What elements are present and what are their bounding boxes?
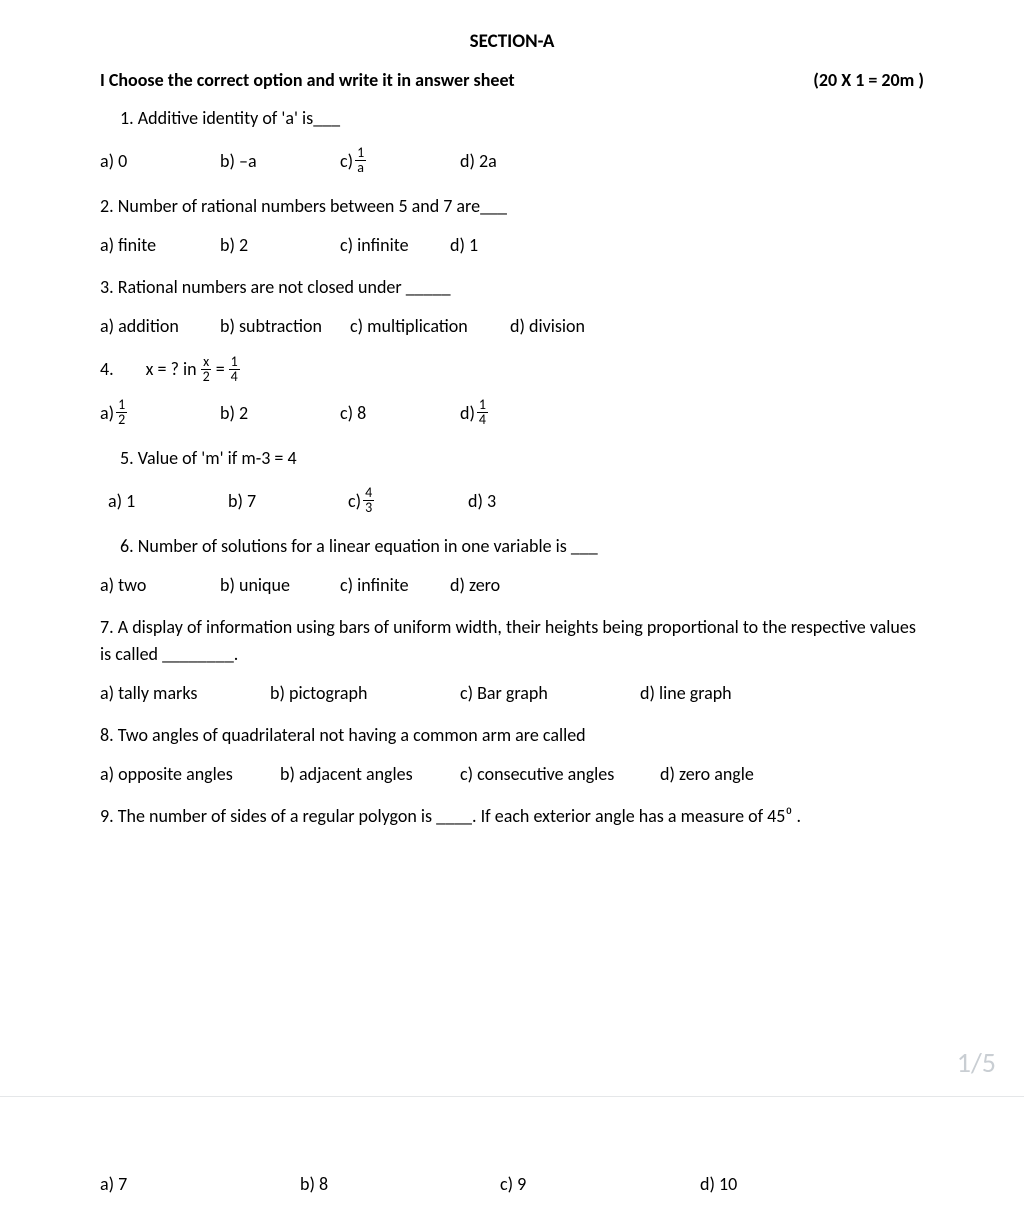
question-6: 6. Number of solutions for a linear equa… <box>100 533 924 560</box>
question-3: 3. Rational numbers are not closed under… <box>100 274 924 301</box>
q3-options: a) addition b) subtraction c) multiplica… <box>100 315 924 337</box>
q4-eq-mid: = <box>216 356 225 383</box>
q8-opt-a: a) opposite angles <box>100 763 280 785</box>
q4-opt-a: a) 1 2 <box>100 398 220 427</box>
q6-opt-c: c) infinite <box>340 574 450 596</box>
q2-options: a) finite b) 2 c) infinite d) 1 <box>100 234 924 256</box>
q8-opt-c: c) consecutive angles <box>460 763 660 785</box>
q4-a-pre: a) <box>100 402 114 424</box>
q1-opt-d: d) 2a <box>460 146 497 175</box>
question-5: 5. Value of 'm' if m-3 = 4 <box>100 445 924 472</box>
question-9: 9. The number of sides of a regular poly… <box>100 803 924 830</box>
blank: ___ <box>313 107 340 129</box>
q4-num: 4. <box>100 356 114 383</box>
fraction: 4 3 <box>363 486 374 515</box>
question-8: 8. Two angles of quadrilateral not havin… <box>100 722 924 749</box>
q2-opt-d: d) 1 <box>450 234 478 256</box>
denominator: 3 <box>363 501 374 515</box>
denominator: 4 <box>229 370 240 384</box>
q7-opt-c: c) Bar graph <box>460 682 640 704</box>
q1-opt-a: a) 0 <box>100 146 220 175</box>
fraction: 1 a <box>355 146 366 175</box>
q8-opt-d: d) zero angle <box>660 763 754 785</box>
question-1: 1. Additive identity of 'a' is___ <box>100 105 924 132</box>
q7-opt-d: d) line graph <box>640 682 732 704</box>
q5-c-pre: c) <box>348 490 361 512</box>
q1-options: a) 0 b) –a c) 1 a d) 2a <box>100 146 924 175</box>
denominator: a <box>355 161 366 175</box>
q4-opt-d: d) 1 4 <box>460 398 490 427</box>
q9-opt-a: a) 7 <box>100 1173 300 1195</box>
q4-options: a) 1 2 b) 2 c) 8 d) 1 4 <box>100 398 924 427</box>
q4-opt-b: b) 2 <box>220 398 340 427</box>
fraction: 1 4 <box>229 355 240 384</box>
instruction-row: I Choose the correct option and write it… <box>100 69 924 91</box>
q5-options: a) 1 b) 7 c) 4 3 d) 3 <box>100 486 924 515</box>
q6-opt-d: d) zero <box>450 574 500 596</box>
page-indicator: 1/5 <box>957 1045 996 1080</box>
q9-options: a) 7 b) 8 c) 9 d) 10 <box>100 1173 924 1195</box>
q8-opt-b: b) adjacent angles <box>280 763 460 785</box>
fraction: 1 2 <box>116 398 127 427</box>
q5-opt-c: c) 4 3 <box>348 486 468 515</box>
denominator: 2 <box>201 370 212 384</box>
marks-text: (20 X 1 = 20m ) <box>813 69 924 91</box>
q1-opt-b: b) –a <box>220 146 340 175</box>
q5-opt-b: b) 7 <box>228 486 348 515</box>
question-2: 2. Number of rational numbers between 5 … <box>100 193 924 220</box>
q6-opt-a: a) two <box>100 574 220 596</box>
q9-opt-c: c) 9 <box>500 1173 700 1195</box>
question-paper: SECTION-A I Choose the correct option an… <box>0 0 1024 854</box>
q9-opt-b: b) 8 <box>300 1173 500 1195</box>
denominator: 4 <box>477 413 488 427</box>
q5-opt-d: d) 3 <box>468 486 496 515</box>
q2-opt-a: a) finite <box>100 234 220 256</box>
question-7: 7. A display of information using bars o… <box>100 614 924 668</box>
q7-opt-b: b) pictograph <box>270 682 460 704</box>
q2-text: 2. Number of rational numbers between 5 … <box>100 195 480 217</box>
q1-c-pre: c) <box>340 150 353 172</box>
q6-opt-b: b) unique <box>220 574 340 596</box>
q6-options: a) two b) unique c) infinite d) zero <box>100 574 924 596</box>
q4-d-pre: d) <box>460 402 475 424</box>
q9-opt-d: d) 10 <box>700 1173 737 1195</box>
q2-opt-c: c) infinite <box>340 234 450 256</box>
q8-options: a) opposite angles b) adjacent angles c)… <box>100 763 924 785</box>
fraction: x 2 <box>201 355 212 384</box>
q5-opt-a: a) 1 <box>108 486 228 515</box>
denominator: 2 <box>116 413 127 427</box>
q1-opt-c: c) 1 a <box>340 146 460 175</box>
q3-opt-d: d) division <box>510 315 585 337</box>
q2-opt-b: b) 2 <box>220 234 340 256</box>
section-title: SECTION-A <box>100 30 924 53</box>
q7-options: a) tally marks b) pictograph c) Bar grap… <box>100 682 924 704</box>
page-divider <box>0 1096 1024 1097</box>
blank: ___ <box>480 195 507 217</box>
q3-opt-c: c) multiplication <box>350 315 510 337</box>
q4-eq-pre: x = ? in <box>146 356 197 383</box>
q3-opt-a: a) addition <box>100 315 220 337</box>
question-4: 4. x = ? in x 2 = 1 4 <box>100 355 924 384</box>
q4-opt-c: c) 8 <box>340 398 460 427</box>
fraction: 1 4 <box>477 398 488 427</box>
instruction-text: I Choose the correct option and write it… <box>100 69 515 91</box>
q7-opt-a: a) tally marks <box>100 682 270 704</box>
q1-text: 1. Additive identity of 'a' is <box>120 107 313 129</box>
q3-opt-b: b) subtraction <box>220 315 350 337</box>
